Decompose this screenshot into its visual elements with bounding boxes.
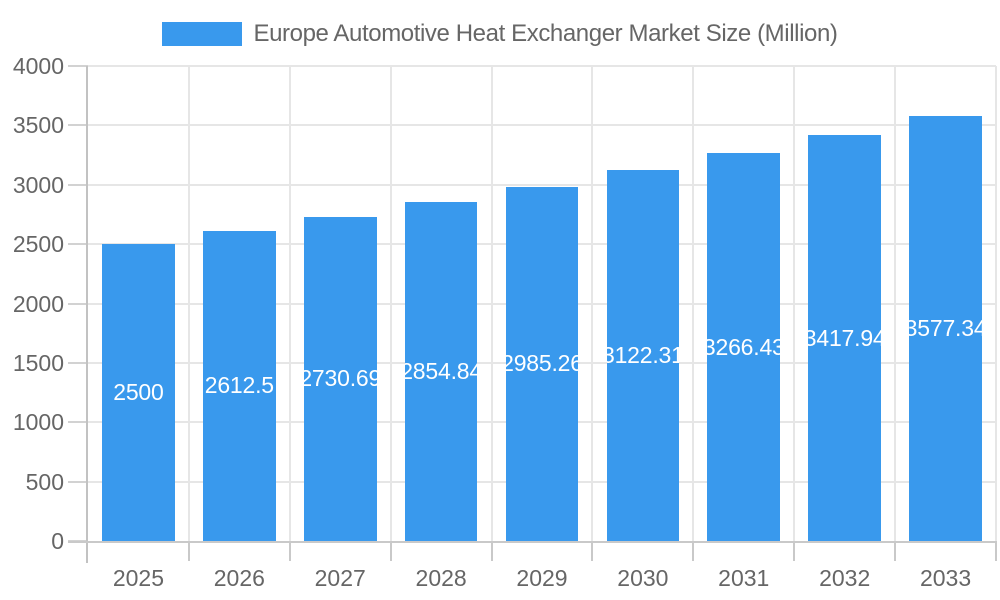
y-tick-label: 3500 [12,112,64,139]
y-tick-label: 3000 [12,171,64,198]
x-tick-label: 2028 [415,565,467,591]
bar-2033: 3577.34 [909,116,982,541]
x-gridline [692,66,695,541]
x-gridline [490,66,493,541]
y-tick [68,480,88,483]
legend: Europe Automotive Heat Exchanger Market … [0,20,1000,48]
bar-value-label: 3122.31 [606,342,680,369]
x-gridline [995,66,997,541]
y-tick-label: 1000 [12,409,64,436]
x-gridline [288,66,291,541]
x-axis-line [68,541,996,543]
bar-value-label: 2730.69 [303,365,377,392]
x-tick-label: 2032 [819,565,871,591]
x-tick-label: 2025 [112,565,165,591]
y-tick-label: 4000 [12,53,64,79]
y-gridline [88,65,996,67]
bar-2032: 3417.94 [808,135,881,541]
bar-2026: 2612.5 [203,230,276,541]
x-tick-label: 2033 [919,565,972,591]
bar-2028: 2854.84 [404,202,478,541]
x-tick [692,541,695,561]
bar-2030: 3122.31 [606,170,680,541]
x-gridline [187,66,190,541]
x-tick [490,541,493,561]
y-tick-label: 0 [51,528,64,554]
x-tick-label: 2031 [718,565,770,591]
y-tick [68,243,88,246]
x-gridline [591,66,594,541]
y-tick [68,124,88,127]
y-tick [68,183,88,186]
bar-2029: 2985.26 [505,186,579,541]
x-gridline [894,66,897,541]
y-tick-label: 2000 [12,290,64,317]
x-gridline [389,66,392,541]
y-tick-label: 1500 [12,349,64,376]
y-axis-line [86,66,88,563]
y-tick-label: 2500 [12,231,64,258]
bar-2031: 3266.43 [707,153,781,541]
x-tick [894,541,897,561]
y-tick-label: 500 [25,468,64,495]
y-tick [68,302,88,305]
bar-value-label: 2500 [113,379,164,406]
y-gridline [88,183,996,186]
legend-swatch [162,22,243,46]
y-gridline [88,124,996,127]
bar-value-label: 3417.94 [808,324,881,351]
y-tick [68,65,88,67]
plot-area: 2500 2612.5 2730.69 2854.84 2985.26 3122.31 32… [68,65,997,563]
bar-value-label: 2612.5 [204,372,274,399]
y-tick [68,421,88,424]
legend-label: Europe Automotive Heat Exchanger Market … [253,20,838,47]
bar-value-label: 3577.34 [909,315,982,342]
x-tick-label: 2027 [314,565,366,591]
x-tick [793,541,796,561]
x-gridline [793,66,796,541]
bar-2027: 2730.69 [303,216,377,541]
bar-value-label: 2985.26 [505,350,579,377]
bar-value-label: 2854.84 [404,358,478,384]
x-tick-label: 2029 [516,565,568,591]
x-tick [995,541,997,561]
x-tick [389,541,392,561]
bar-2025: 2500 [102,244,175,541]
x-tick [187,541,190,561]
bar-value-label: 3266.43 [707,333,781,360]
x-tick [591,541,594,561]
x-tick-label: 2026 [213,565,265,591]
y-tick [68,361,88,364]
x-tick [288,541,291,561]
x-tick-label: 2030 [617,565,669,591]
